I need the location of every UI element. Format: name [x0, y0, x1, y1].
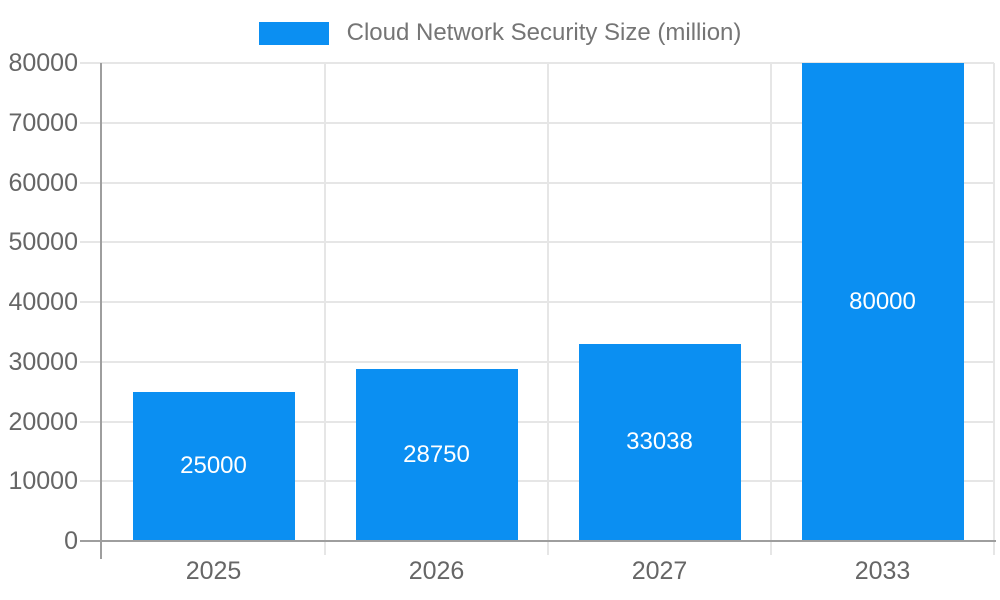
y-tick-label: 60000	[8, 168, 78, 197]
y-gridline	[80, 62, 994, 64]
bar-2025[interactable]: 25000	[132, 391, 295, 541]
y-gridline	[80, 121, 994, 124]
y-tick-label: 0	[64, 527, 78, 555]
y-gridline	[80, 241, 994, 244]
y-tick-label: 30000	[8, 347, 78, 376]
bar-2027[interactable]: 33038	[578, 343, 741, 541]
y-gridline	[80, 301, 994, 303]
bar-2033[interactable]: 80000	[801, 63, 964, 541]
y-gridline	[80, 420, 994, 423]
y-tick-label: 80000	[8, 49, 78, 77]
y-tick-label: 10000	[8, 467, 78, 496]
x-gridline	[993, 63, 995, 555]
x-gridline	[324, 63, 326, 555]
legend-swatch-icon	[258, 21, 329, 45]
y-tick-label: 40000	[8, 288, 78, 316]
bar-2026[interactable]: 28750	[355, 369, 518, 541]
y-tick-label: 70000	[8, 108, 78, 137]
legend[interactable]: Cloud Network Security Size (million)	[0, 18, 1000, 48]
x-gridline	[770, 63, 772, 555]
y-gridline	[80, 360, 994, 363]
bar-value-label: 80000	[849, 288, 916, 315]
x-axis-line	[80, 540, 996, 542]
x-tick-label: 2033	[854, 557, 911, 585]
y-tick-label: 50000	[8, 228, 78, 257]
x-tick-label: 2025	[185, 557, 242, 585]
y-gridline	[80, 181, 994, 184]
bar-value-label: 25000	[180, 452, 247, 480]
bar-value-label: 33038	[626, 428, 693, 456]
x-tick-label: 2027	[631, 557, 688, 585]
x-tick-label: 2026	[408, 557, 465, 585]
y-axis-line	[100, 63, 102, 559]
y-gridline	[80, 480, 994, 483]
y-tick-label: 20000	[8, 407, 78, 436]
bar-value-label: 28750	[403, 441, 470, 469]
legend-label: Cloud Network Security Size (million)	[346, 19, 742, 46]
x-gridline	[547, 63, 549, 555]
